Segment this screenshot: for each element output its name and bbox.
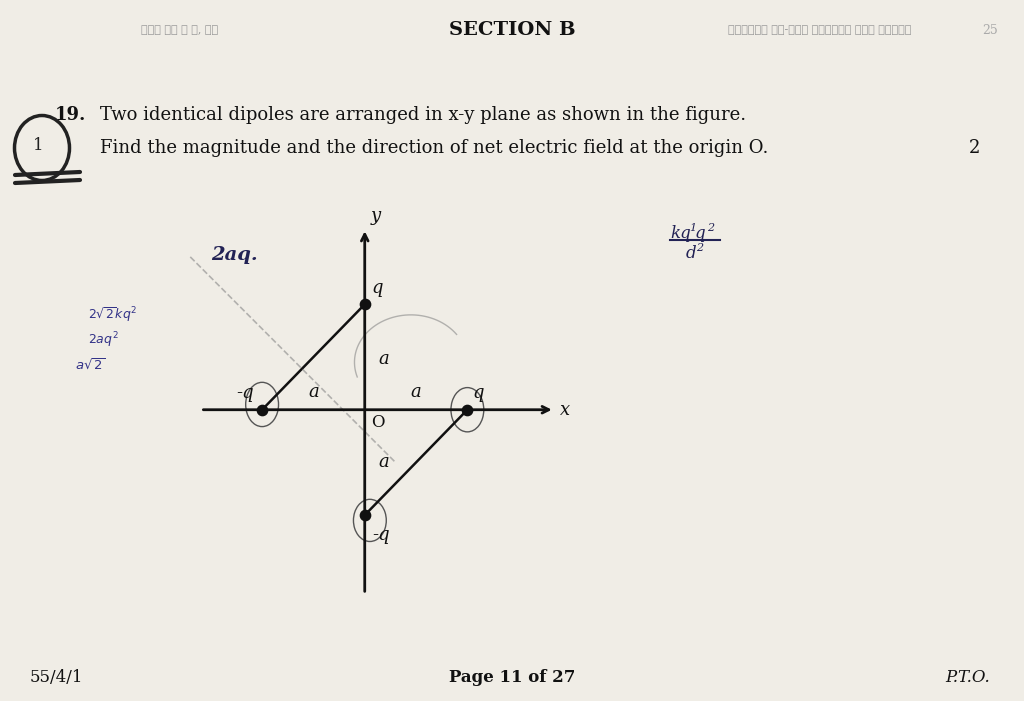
Point: [356, 299, 373, 310]
Text: a: a: [378, 350, 389, 368]
Text: Page 11 of 27: Page 11 of 27: [449, 669, 575, 686]
Text: -q: -q: [237, 384, 254, 402]
Text: 2aq.: 2aq.: [211, 246, 257, 264]
Text: P.T.O.: P.T.O.: [945, 669, 990, 686]
Text: $2aq^2$: $2aq^2$: [88, 330, 119, 350]
Text: 1: 1: [33, 137, 43, 154]
Text: x: x: [560, 401, 570, 418]
Text: a: a: [411, 383, 422, 401]
Text: 2: 2: [970, 139, 981, 157]
Text: 2: 2: [707, 223, 714, 233]
Text: अतिरेत कु-रात विदरों तित लौडों: अतिरेत कु-रात विदरों तित लौडों: [728, 25, 911, 35]
Point: [459, 404, 475, 415]
Text: तदी कत त ए, और: तदी कत त ए, और: [141, 25, 218, 35]
Point: [356, 510, 373, 521]
Text: SECTION B: SECTION B: [449, 21, 575, 39]
Text: q: q: [372, 279, 383, 297]
Text: 1: 1: [689, 223, 696, 233]
Text: 25: 25: [982, 24, 997, 36]
Text: $2\sqrt{2}kq^2$: $2\sqrt{2}kq^2$: [88, 306, 137, 325]
Text: O: O: [371, 414, 384, 431]
Text: 55/4/1: 55/4/1: [30, 669, 84, 686]
Text: Find the magnitude and the direction of net electric field at the origin O.: Find the magnitude and the direction of …: [100, 139, 768, 157]
Text: $a\sqrt{2}$: $a\sqrt{2}$: [75, 358, 105, 373]
Text: Two identical dipoles are arranged in x-y plane as shown in the figure.: Two identical dipoles are arranged in x-…: [100, 106, 746, 124]
Text: d: d: [686, 245, 696, 261]
Text: a: a: [378, 454, 389, 472]
Text: -q: -q: [372, 526, 389, 544]
Text: q: q: [695, 224, 706, 242]
Text: y: y: [371, 207, 381, 225]
Text: 2: 2: [696, 243, 703, 253]
Text: 19.: 19.: [55, 106, 86, 124]
Point: [254, 404, 270, 415]
Text: a: a: [308, 383, 318, 401]
Text: kq: kq: [670, 224, 691, 242]
Text: q: q: [472, 384, 484, 402]
